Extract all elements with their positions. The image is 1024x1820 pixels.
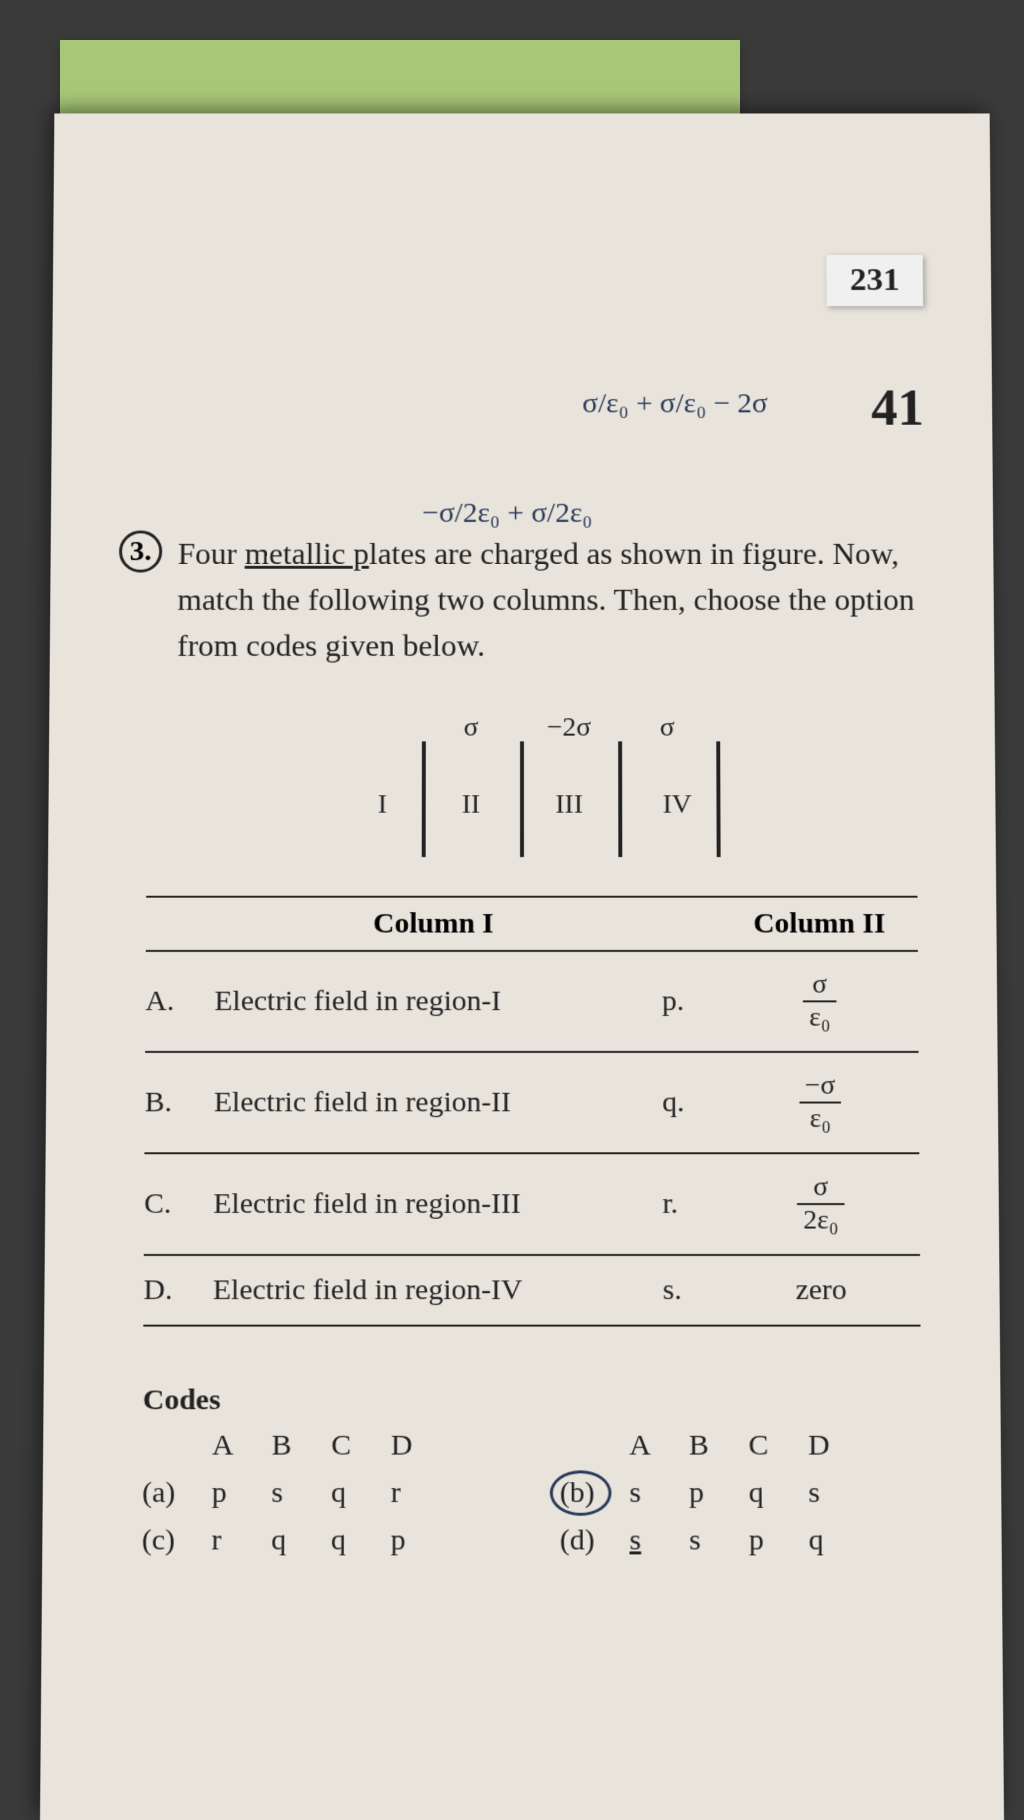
codes-header: C [748, 1429, 808, 1463]
charge-label-1: σ [464, 713, 479, 744]
code-cell: p [689, 1476, 749, 1510]
plate-3 [618, 741, 622, 857]
row-opt: r. [662, 1187, 721, 1220]
row-label: C. [144, 1187, 204, 1220]
row-value: σ2ε₀ [722, 1172, 920, 1237]
codes-header: B [689, 1429, 749, 1463]
row-text: Electric field in region-III [203, 1187, 662, 1220]
row-text: Electric field in region-I [205, 985, 663, 1018]
code-option-label: (d) [560, 1524, 630, 1558]
codes-title: Codes [143, 1384, 921, 1417]
row-value: σε₀ [721, 969, 918, 1033]
code-cell: r [211, 1524, 271, 1558]
region-label-3: III [555, 790, 583, 821]
charge-label-3: σ [660, 713, 675, 744]
charge-label-2: −2σ [547, 713, 591, 744]
codes-header: D [391, 1429, 451, 1463]
row-value: −σε₀ [721, 1070, 919, 1134]
row-opt: s. [663, 1274, 723, 1307]
code-option-label: (a) [142, 1476, 212, 1510]
table-row: A. Electric field in region-I p. σε₀ [145, 952, 918, 1053]
code-cell: s [689, 1524, 749, 1558]
question-number-large: 41 [871, 378, 924, 437]
match-table: Column I Column II A. Electric field in … [143, 896, 920, 1327]
question-text-underlined: metallic p [245, 536, 369, 570]
table-row: C. Electric field in region-III r. σ2ε₀ [144, 1154, 920, 1256]
codes-grid: A B C D A B C D (a) p s q r (b) s p q s … [142, 1429, 922, 1557]
code-option-label: (c) [142, 1524, 212, 1558]
code-cell: p [212, 1476, 272, 1510]
plates-diagram: σ −2σ σ I II III IV [343, 722, 756, 876]
region-label-1: I [378, 790, 387, 821]
page-surface: 231 41 σ/ε₀ + σ/ε₀ − 2σ −σ/2ε₀ + σ/2ε₀ 3… [40, 113, 1004, 1820]
codes-header: C [331, 1429, 391, 1463]
row-label: B. [145, 1086, 204, 1119]
table-row: B. Electric field in region-II q. −σε₀ [144, 1053, 919, 1154]
code-cell: s [629, 1476, 689, 1510]
code-cell: q [331, 1476, 391, 1510]
code-cell: p [391, 1524, 451, 1558]
codes-header: D [808, 1429, 868, 1463]
code-option-label: (b) [560, 1476, 630, 1510]
handwritten-note-1: σ/ε₀ + σ/ε₀ − 2σ [582, 388, 768, 420]
code-cell: s [271, 1476, 331, 1510]
row-label: A. [145, 985, 204, 1018]
code-cell: s [808, 1476, 868, 1510]
row-text: Electric field in region-II [204, 1086, 662, 1119]
codes-header: B [272, 1429, 332, 1463]
question-text-pre: Four [178, 536, 245, 570]
codes-section: Codes A B C D A B C D (a) p s q r (b) s … [142, 1384, 922, 1558]
table-row: D. Electric field in region-IV s. zero [143, 1256, 920, 1327]
match-table-header: Column I Column II [146, 896, 918, 952]
row-opt: p. [662, 985, 721, 1018]
code-cell: q [809, 1524, 869, 1558]
code-cell: p [749, 1524, 809, 1558]
code-cell: r [391, 1476, 451, 1510]
codes-header: A [212, 1429, 272, 1463]
column2-header: Column II [721, 907, 918, 940]
plate-4 [716, 741, 720, 857]
plate-1 [422, 741, 426, 857]
code-cell: q [749, 1476, 809, 1510]
handwritten-note-2: −σ/2ε₀ + σ/2ε₀ [422, 497, 592, 529]
row-text: Electric field in region-IV [203, 1274, 663, 1307]
region-label-2: II [462, 790, 480, 821]
question-text: Four metallic plates are charged as show… [177, 531, 926, 669]
code-cell: q [271, 1524, 331, 1558]
row-value: zero [722, 1274, 920, 1307]
plate-2 [520, 741, 524, 857]
question-marker: 3. [119, 531, 162, 573]
column1-header: Column I [205, 907, 662, 940]
code-cell: s [629, 1524, 689, 1558]
codes-header: A [629, 1429, 689, 1463]
code-cell: q [331, 1524, 391, 1558]
page-number: 231 [826, 255, 923, 306]
region-label-4: IV [663, 790, 692, 821]
row-opt: q. [662, 1086, 721, 1119]
row-label: D. [143, 1274, 203, 1307]
